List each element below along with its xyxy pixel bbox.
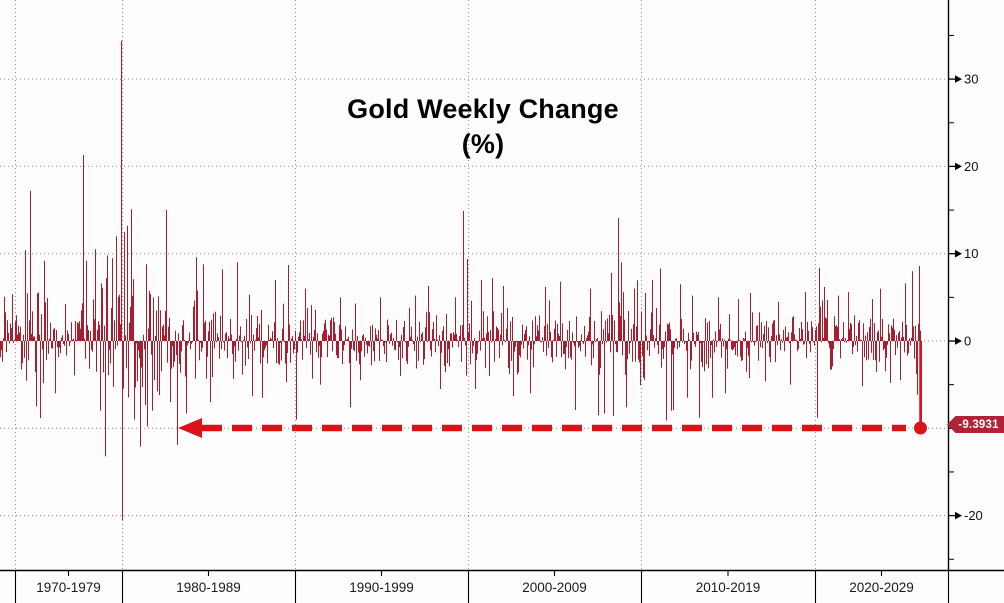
y-tick-label: -20	[964, 508, 983, 523]
weekly-change-bars	[0, 40, 922, 520]
y-tick-arrow-icon	[955, 162, 962, 171]
y-tick-label: 0	[964, 334, 971, 349]
y-tick-label: 20	[964, 159, 978, 174]
y-tick-arrow-icon	[955, 249, 962, 258]
y-tick-arrow-icon	[955, 337, 962, 345]
decade-label: 2020-2029	[849, 580, 914, 595]
annotation-arrowhead	[178, 418, 202, 438]
decade-label: 1970-1979	[36, 580, 101, 595]
y-tick-arrow-icon	[955, 511, 962, 520]
y-tick-arrow-icon	[955, 75, 962, 83]
current-value-label: -9.3931	[958, 418, 999, 431]
decade-label: 1980-1989	[176, 580, 241, 595]
current-value-flag: -9.3931	[947, 416, 1004, 433]
decade-label: 2000-2009	[522, 580, 587, 595]
last-point-dot	[914, 421, 927, 435]
decade-label: 1990-1999	[349, 580, 414, 595]
decade-label: 2010-2019	[696, 580, 761, 595]
y-tick-label: 10	[964, 246, 978, 261]
y-tick-label: 30	[964, 72, 978, 87]
